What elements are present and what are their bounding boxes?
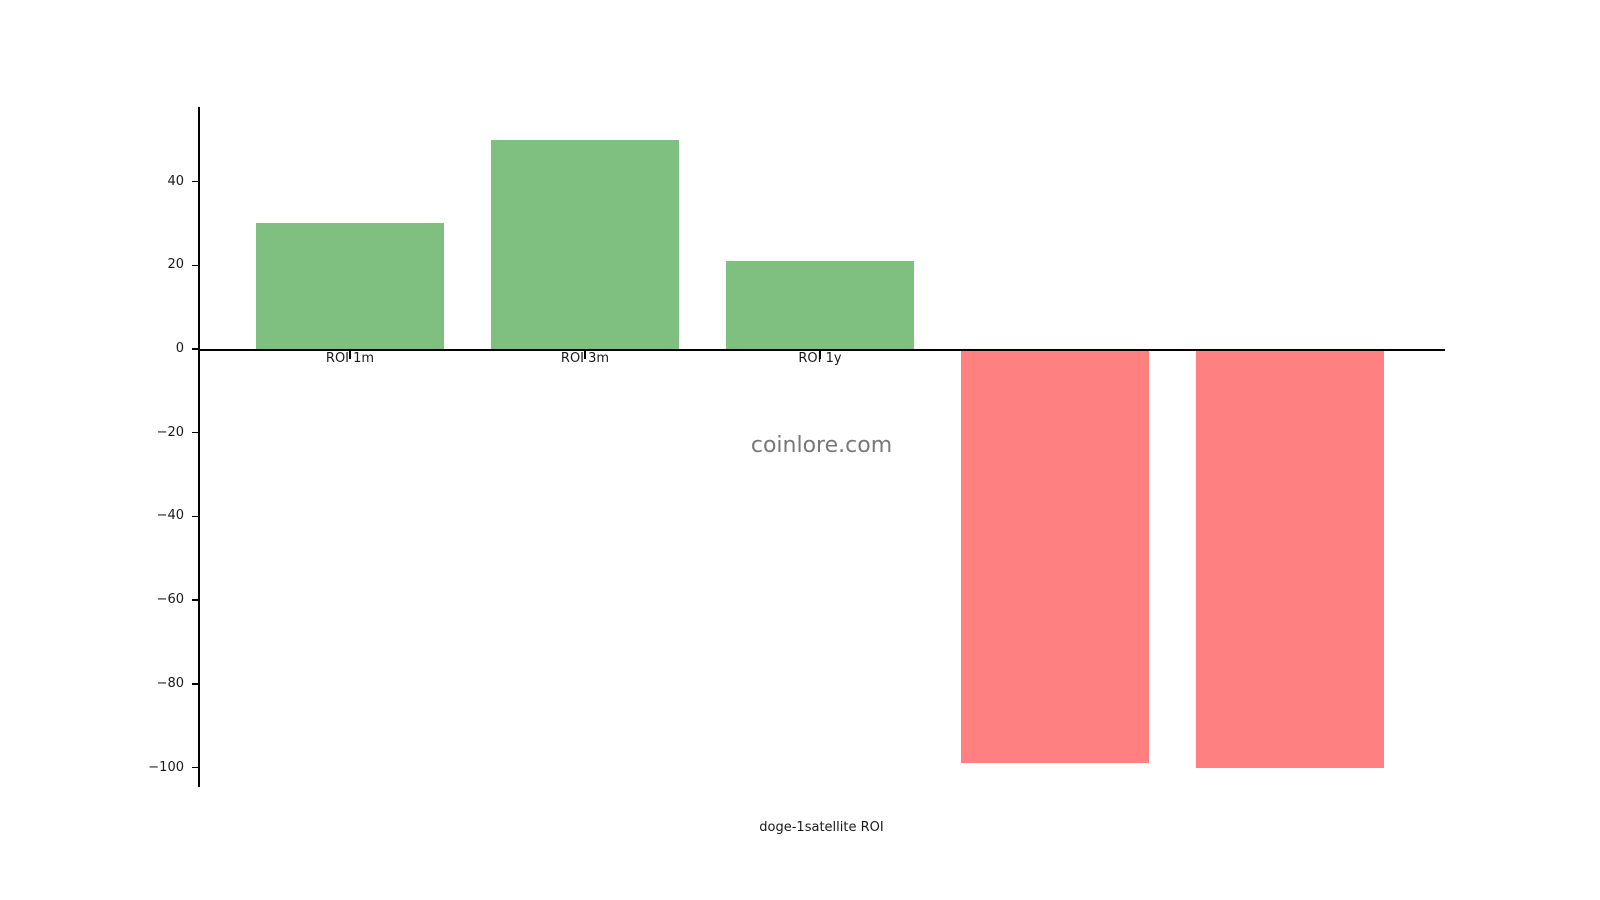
x-tick xyxy=(819,350,821,359)
y-axis-spine xyxy=(198,107,200,787)
y-tick xyxy=(192,431,198,434)
y-tick xyxy=(192,264,198,267)
y-tick-label: −100 xyxy=(148,759,184,775)
bar-negative-4 xyxy=(1196,349,1384,768)
x-tick xyxy=(584,350,586,359)
x-tick-label: ROI 1y xyxy=(798,351,842,366)
y-tick xyxy=(192,180,198,183)
bar-roi-1m xyxy=(256,223,444,349)
bar-roi-3m xyxy=(491,139,679,349)
y-tick xyxy=(192,348,198,350)
y-tick-label: 0 xyxy=(175,341,184,356)
y-tick-label: −20 xyxy=(156,424,184,440)
x-tick-label: ROI 3m xyxy=(560,351,610,366)
watermark: coinlore.com xyxy=(750,433,893,458)
y-tick xyxy=(192,599,198,601)
x-tick xyxy=(349,350,351,359)
x-axis-title: doge-1satellite ROI xyxy=(759,820,884,835)
y-tick-label: −40 xyxy=(156,508,184,524)
y-tick xyxy=(192,683,198,685)
y-tick xyxy=(192,766,198,769)
y-tick-label: −60 xyxy=(156,592,184,608)
x-axis-line xyxy=(198,349,1445,351)
y-tick xyxy=(192,515,198,518)
y-tick-label: −80 xyxy=(156,675,184,691)
y-tick-label: 20 xyxy=(167,257,184,273)
bar-roi-1y xyxy=(726,261,914,349)
bar-negative-3 xyxy=(961,349,1149,764)
y-tick-label: 40 xyxy=(167,173,184,189)
x-tick-label: ROI 1m xyxy=(325,351,375,366)
